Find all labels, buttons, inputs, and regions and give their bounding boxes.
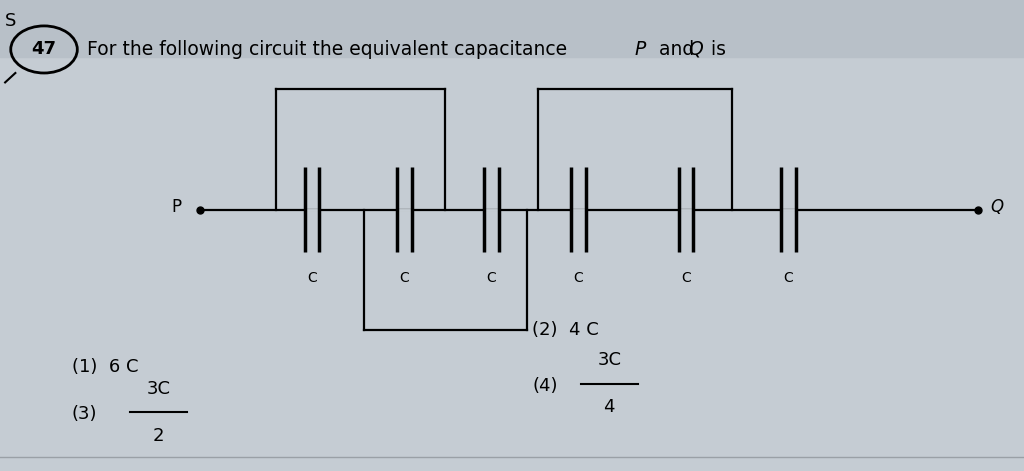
Text: 4: 4	[603, 398, 615, 416]
Text: 47: 47	[32, 41, 56, 58]
Text: Q: Q	[990, 198, 1004, 216]
Text: C: C	[399, 271, 410, 285]
Text: P: P	[635, 40, 646, 59]
Text: C: C	[307, 271, 317, 285]
Text: C: C	[573, 271, 584, 285]
Text: and: and	[653, 40, 700, 59]
Text: C: C	[681, 271, 691, 285]
Text: (3): (3)	[72, 406, 97, 423]
Text: is: is	[705, 40, 726, 59]
Bar	[0, 0, 1024, 57]
Text: C: C	[486, 271, 497, 285]
Text: (2)  4 C: (2) 4 C	[532, 321, 599, 339]
Text: P: P	[171, 198, 181, 216]
Text: 2: 2	[153, 427, 165, 445]
Text: S: S	[5, 12, 16, 30]
Text: (1)  6 C: (1) 6 C	[72, 358, 138, 376]
Text: 3C: 3C	[597, 351, 622, 369]
Text: C: C	[783, 271, 794, 285]
Text: (4): (4)	[532, 377, 558, 395]
Text: For the following circuit the equivalent capacitance: For the following circuit the equivalent…	[87, 40, 573, 59]
Text: Q: Q	[688, 40, 702, 59]
Text: 3C: 3C	[146, 380, 171, 398]
